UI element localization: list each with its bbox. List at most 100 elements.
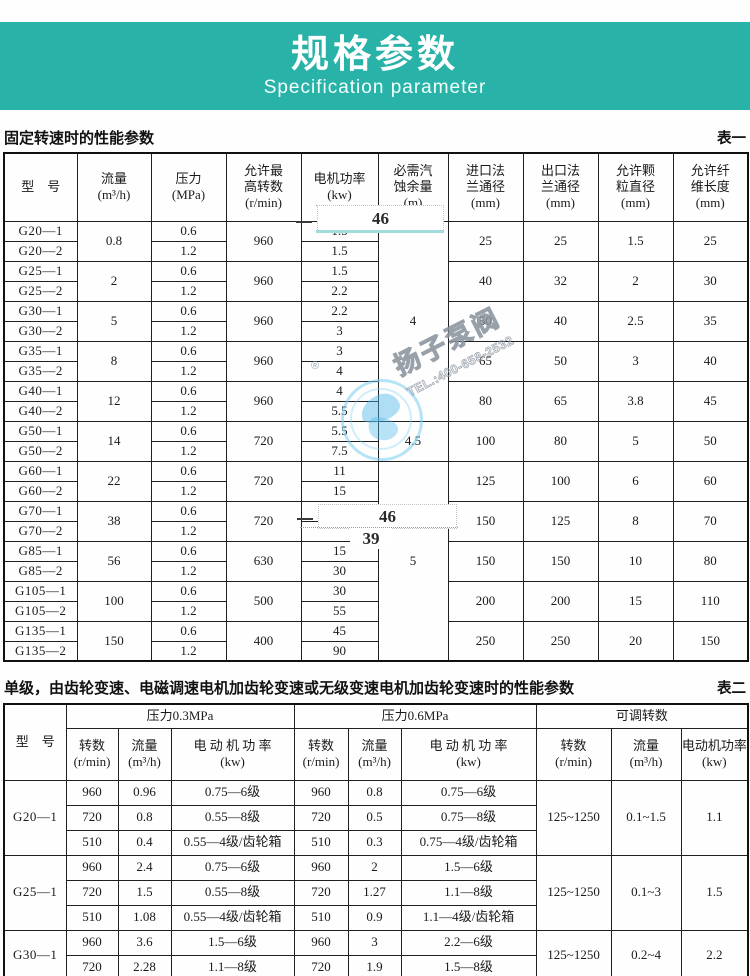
- speed-06-cell: 960: [293, 929, 349, 956]
- flow-03-cell: 0.4: [117, 829, 172, 856]
- page-title: 规格参数: [290, 33, 459, 76]
- power-03-cell: 1.5—6级: [170, 929, 295, 956]
- model-cell: G85—1: [3, 540, 78, 562]
- adjustable-flow-cell: 0.1~3: [610, 854, 682, 931]
- power-06-cell: 1.5—6级: [400, 854, 537, 881]
- adjustable-power-cell: 1.1: [680, 779, 749, 856]
- model-cell: G30—1: [3, 929, 67, 976]
- speed-03-cell: 960: [65, 929, 119, 956]
- outlet-flange-cell: 125: [522, 500, 599, 542]
- pressure-cell: 0.6: [150, 620, 227, 642]
- power-06-cell: 0.75—4级/齿轮箱: [400, 829, 537, 856]
- power-03-cell: 0.75—6级: [170, 854, 295, 881]
- inlet-flange-cell: 200: [447, 580, 524, 622]
- table2-sub-header-8: 电动机功率 (kw): [680, 727, 749, 781]
- model-col-header: 型 号: [3, 703, 67, 781]
- inlet-flange-cell: 40: [447, 260, 524, 302]
- model-cell: G105—2: [3, 600, 78, 622]
- table2-row: 720 2.28 1.1—8级 720 1.9 1.5—8级: [4, 954, 748, 976]
- fiber-length-cell: 45: [672, 380, 749, 422]
- table2-caption-row: 单级，由齿轮变速、电磁调速电机加齿轮变速或无级变速电机加齿轮变速时的性能参数 表…: [4, 677, 746, 698]
- npsh-cell: 4.5: [377, 420, 449, 462]
- table1-row: G85—1 56 0.6 630 15 150 150 10 80: [3, 540, 749, 582]
- motor-power-cell: 2.2: [300, 300, 379, 322]
- max-speed-cell: 960: [225, 220, 302, 262]
- table1-col-header-6: 进口法 兰通径 (mm): [447, 152, 524, 222]
- motor-power-cell: 3: [300, 340, 379, 362]
- power-06-cell: 1.5—8级: [400, 954, 537, 976]
- inlet-flange-cell: 65: [447, 340, 524, 382]
- max-speed-cell: 960: [225, 380, 302, 422]
- pressure-cell: 0.6: [150, 580, 227, 602]
- annotation-sub-value: 39: [350, 528, 392, 549]
- motor-power-cell: 45: [300, 620, 379, 642]
- table2-row: G30—1 960 3.6 1.5—6级 960 3 2.2—6级 125~1250 0.2~4…: [3, 929, 749, 976]
- pressure-cell: 0.6: [150, 340, 227, 362]
- particle-diameter-cell: 3.8: [597, 380, 674, 422]
- outlet-flange-cell: 200: [522, 580, 599, 622]
- annotation-box-2: 46: [318, 504, 457, 529]
- inlet-flange-cell: 50: [447, 300, 524, 342]
- model-cell: G30—2: [3, 320, 78, 342]
- table2-sub-header-7: 流量 (m³/h): [610, 727, 682, 781]
- power-03-cell: 0.55—4级/齿轮箱: [170, 904, 295, 931]
- fiber-length-cell: 35: [672, 300, 749, 342]
- particle-diameter-cell: 1.5: [597, 220, 674, 262]
- flow-cell: 22: [76, 460, 152, 502]
- flow-cell: 5: [76, 300, 152, 342]
- flow-06-cell: 2: [347, 854, 402, 881]
- max-speed-cell: 960: [225, 300, 302, 342]
- motor-power-cell: 30: [300, 560, 379, 582]
- flow-06-cell: 0.8: [347, 779, 402, 806]
- motor-power-cell: 90: [300, 640, 379, 662]
- group-header-1: 压力0.6MPa: [293, 703, 537, 729]
- model-cell: G30—1: [3, 300, 78, 322]
- pressure-cell: 1.2: [150, 360, 227, 382]
- power-03-cell: 0.55—8级: [170, 804, 295, 831]
- table2-sub-header-3: 转数 (r/min): [293, 727, 349, 781]
- table1-header: 型 号流量 (m³/h) 压力 (MPa) 允许最 高转数 (r/min) 电机功率 (kw) 必…: [3, 152, 749, 222]
- pressure-cell: 0.6: [150, 300, 227, 322]
- pressure-cell: 1.2: [150, 280, 227, 302]
- motor-power-cell: 1.5: [300, 260, 379, 282]
- table1-row: G40—1 12 0.6 960 4 80 65 3.8 45: [3, 380, 749, 422]
- table2-row: 510 1.08 0.55—4级/齿轮箱 510 0.9 1.1—4级/齿轮箱: [4, 904, 748, 931]
- inlet-flange-cell: 25: [447, 220, 524, 262]
- fiber-length-cell: 80: [672, 540, 749, 582]
- model-cell: G20—1: [3, 220, 78, 242]
- outlet-flange-cell: 40: [522, 300, 599, 342]
- fiber-length-cell: 25: [672, 220, 749, 262]
- speed-06-cell: 720: [293, 879, 349, 906]
- adjustable-speed-cell: 125~1250: [535, 854, 612, 931]
- fiber-length-cell: 40: [672, 340, 749, 382]
- speed-03-cell: 720: [65, 879, 119, 906]
- motor-power-cell: 5.5: [300, 400, 379, 422]
- annotation-dotted-line-2: [300, 527, 458, 528]
- model-cell: G25—1: [3, 854, 67, 931]
- table2-row: G25—1 960 2.4 0.75—6级 960 2 1.5—6级 125~1250 0.1~…: [3, 854, 749, 931]
- power-06-cell: 1.1—8级: [400, 879, 537, 906]
- power-03-cell: 0.55—8级: [170, 879, 295, 906]
- power-06-cell: 2.2—6级: [400, 929, 537, 956]
- max-speed-cell: 720: [225, 500, 302, 542]
- flow-03-cell: 1.08: [117, 904, 172, 931]
- table1-col-header-2: 压力 (MPa): [150, 152, 227, 222]
- speed-03-cell: 960: [65, 854, 119, 881]
- flow-06-cell: 1.27: [347, 879, 402, 906]
- adjustable-power-cell: 2.2: [680, 929, 749, 976]
- power-03-cell: 0.55—4级/齿轮箱: [170, 829, 295, 856]
- pressure-cell: 1.2: [150, 640, 227, 662]
- pressure-cell: 1.2: [150, 400, 227, 422]
- inlet-flange-cell: 80: [447, 380, 524, 422]
- inlet-flange-cell: 125: [447, 460, 524, 502]
- speed-06-cell: 960: [293, 779, 349, 806]
- flow-03-cell: 2.4: [117, 854, 172, 881]
- flow-06-cell: 3: [347, 929, 402, 956]
- outlet-flange-cell: 65: [522, 380, 599, 422]
- variable-speed-parameters-table: 型 号压力0.3MPa 压力0.6MPa 可调转数 转数 (r/min) 流量 (m³/h)…: [3, 703, 750, 976]
- model-cell: G20—1: [3, 779, 67, 856]
- table1-row: G105—2 1.2 55: [3, 600, 748, 622]
- model-cell: G50—1: [3, 420, 78, 442]
- max-speed-cell: 630: [225, 540, 302, 582]
